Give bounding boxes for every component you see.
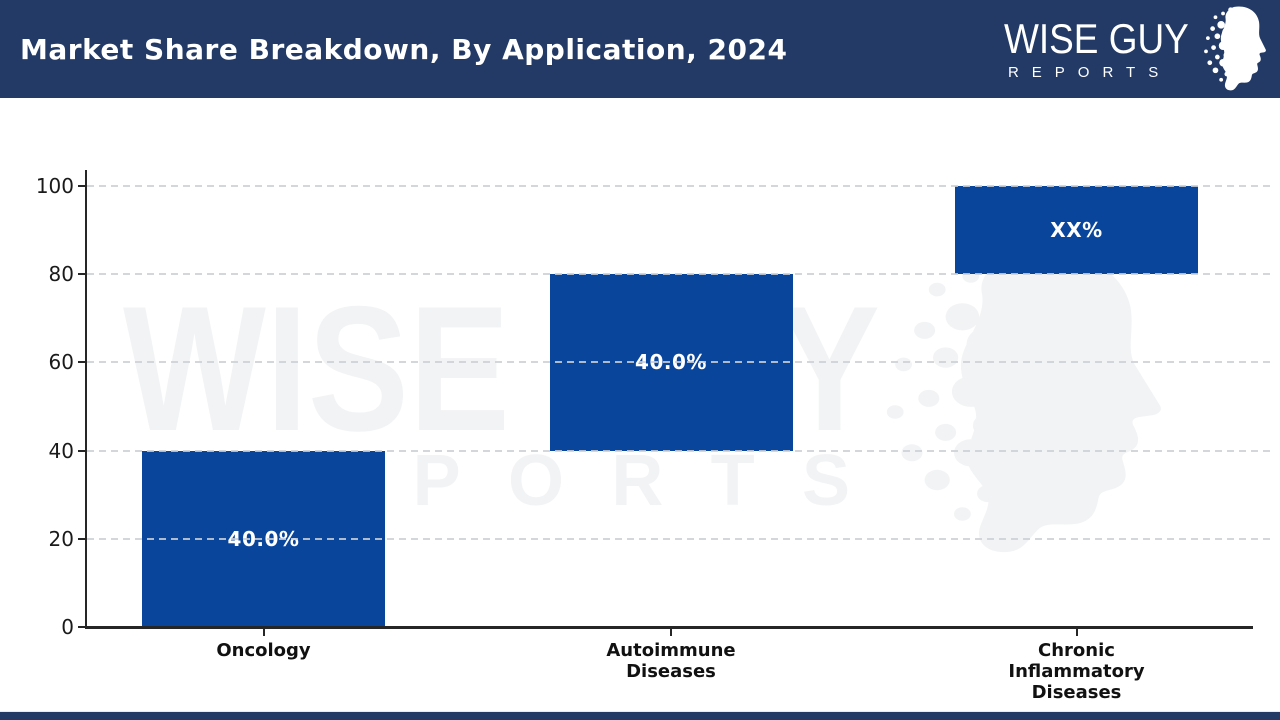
logo-subtitle: REPORTS bbox=[1007, 63, 1172, 81]
y-axis-tick-mark bbox=[78, 626, 86, 628]
bar-value-label: XX% bbox=[1050, 218, 1103, 243]
y-axis-line bbox=[85, 170, 87, 629]
category-label-line: Inflammatory bbox=[1008, 661, 1145, 682]
y-axis-tick-label: 0 bbox=[61, 615, 74, 639]
y-axis-tick-mark bbox=[78, 361, 86, 364]
gridline-40 bbox=[87, 449, 1275, 452]
category-label-line: Autoimmune bbox=[606, 640, 736, 661]
y-axis-tick-label: 100 bbox=[35, 174, 74, 198]
gridline-20 bbox=[87, 537, 1275, 540]
x-axis-line bbox=[85, 626, 1253, 629]
y-axis-tick-mark bbox=[78, 273, 86, 276]
bar-segment-3: XX% bbox=[955, 186, 1198, 275]
page-title: Market Share Breakdown, By Application, … bbox=[20, 32, 788, 66]
y-axis-tick-label: 60 bbox=[48, 350, 74, 375]
gridline-80 bbox=[87, 273, 1275, 276]
header-bar: Market Share Breakdown, By Application, … bbox=[0, 0, 1280, 98]
x-axis-tick-mark bbox=[262, 629, 265, 636]
logo-wordmark: WISE GUY bbox=[1003, 14, 1189, 62]
y-axis-tick-mark bbox=[78, 185, 86, 187]
wise-guy-reports-logo: WISE GUY REPORTS bbox=[1004, 4, 1268, 94]
category-label-line: Oncology bbox=[216, 640, 311, 661]
chart-canvas: WISE GUY REPORTS 40.0%40.0%XX%0204060801… bbox=[0, 98, 1280, 712]
category-label-line: Chronic bbox=[1038, 640, 1115, 661]
x-axis-tick-mark bbox=[670, 629, 672, 636]
y-axis-tick-label: 20 bbox=[48, 526, 74, 551]
footer-accent-strip bbox=[0, 712, 1280, 720]
gridline-60 bbox=[87, 361, 1275, 364]
x-axis-category-label: Autoimmune Diseases bbox=[511, 640, 831, 682]
category-label-line: Diseases bbox=[626, 661, 716, 682]
x-axis-category-label: Oncology bbox=[104, 640, 424, 661]
gridline-100 bbox=[87, 185, 1275, 187]
y-axis-tick-label: 40 bbox=[48, 438, 74, 463]
logo-text-block: WISE GUY REPORTS bbox=[1003, 14, 1214, 81]
y-axis-tick-label: 80 bbox=[48, 262, 74, 287]
watermark-face-icon bbox=[886, 251, 1161, 553]
x-axis-tick-mark bbox=[1075, 629, 1078, 636]
y-axis-tick-mark bbox=[78, 537, 86, 540]
category-label-line: Diseases bbox=[1031, 682, 1122, 703]
y-axis-tick-mark bbox=[78, 449, 86, 452]
footer-hairline bbox=[0, 711, 1280, 712]
x-axis-category-label: Chronic Inflammatory Diseases bbox=[917, 640, 1237, 703]
